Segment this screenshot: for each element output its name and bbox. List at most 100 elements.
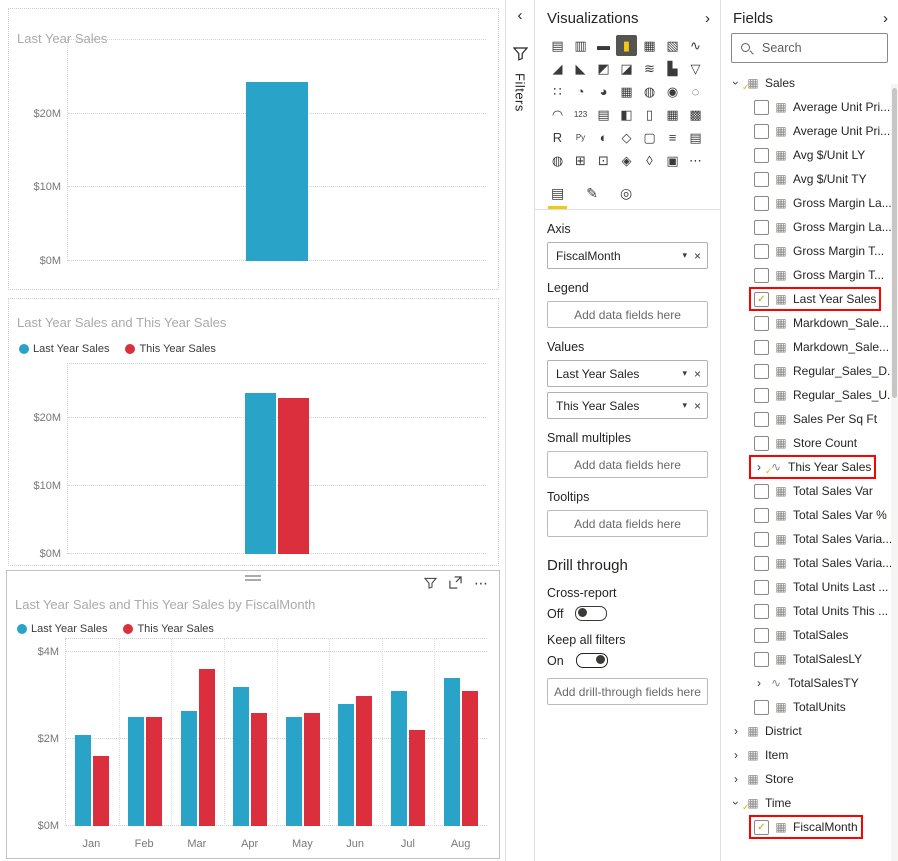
- bar-this-year-sales[interactable]: [278, 397, 309, 554]
- custom-visual-icon[interactable]: ▣: [666, 152, 679, 168]
- field-checkbox[interactable]: [754, 267, 769, 283]
- waterfall-chart-icon[interactable]: ▙: [667, 60, 678, 76]
- field-checkbox[interactable]: [754, 651, 769, 667]
- field-row-store-count[interactable]: ▦ Store Count: [721, 431, 898, 455]
- field-row-this-year-sales[interactable]: › ∿ ✓ This Year Sales: [721, 455, 898, 479]
- bar-last-year-sales[interactable]: [391, 691, 408, 826]
- area-chart-icon[interactable]: ◢: [552, 60, 563, 76]
- collapse-chevron-icon[interactable]: ›: [729, 81, 743, 85]
- field-row-average-unit-pri[interactable]: ▦ Average Unit Pri...: [721, 95, 898, 119]
- dropzone-legend[interactable]: Add data fields here: [547, 301, 708, 328]
- field-checkbox[interactable]: [754, 507, 769, 523]
- field-row-total-sales-varia[interactable]: ▦ Total Sales Varia...: [721, 551, 898, 575]
- remove-field-icon[interactable]: ×: [693, 248, 701, 263]
- field-checkbox[interactable]: [754, 195, 769, 211]
- drill-through-dropzone[interactable]: Add drill-through fields here: [547, 678, 708, 705]
- field-pill-this-year-sales[interactable]: This Year Sales ▾ ×: [547, 392, 708, 419]
- expand-chevron-icon[interactable]: ›: [757, 460, 761, 474]
- field-checkbox[interactable]: [754, 339, 769, 355]
- field-checkbox[interactable]: [754, 603, 769, 619]
- bar-last-year-sales[interactable]: [246, 82, 308, 261]
- field-row-markdown-sale[interactable]: ▦ Markdown_Sale...: [721, 335, 898, 359]
- keep-all-filters-toggle[interactable]: [575, 653, 608, 668]
- bar-this-year-sales[interactable]: [356, 695, 373, 826]
- slicer-icon[interactable]: ▯: [645, 106, 654, 122]
- focus-mode-icon[interactable]: [449, 576, 462, 589]
- field-checkbox[interactable]: [754, 699, 769, 715]
- field-row-total-units-this[interactable]: ▦ Total Units This ...: [721, 599, 898, 623]
- field-row-gross-margin-la[interactable]: ▦ Gross Margin La...: [721, 215, 898, 239]
- collapse-fields-pane-icon[interactable]: ›: [883, 10, 888, 27]
- legend-item-last-year-sales[interactable]: Last Year Sales: [17, 623, 107, 635]
- dropzone-tooltips[interactable]: Add data fields here: [547, 510, 708, 537]
- qa-visual-icon[interactable]: ▢: [643, 129, 656, 145]
- visual-ly-ty-sales-column-chart[interactable]: Last Year Sales and This Year Sales Last …: [8, 298, 499, 566]
- visual-drag-handle[interactable]: [245, 575, 261, 581]
- bar-last-year-sales[interactable]: [245, 393, 276, 554]
- filter-icon[interactable]: [424, 577, 437, 589]
- field-checkbox[interactable]: [754, 531, 769, 547]
- fields-scrollbar[interactable]: [891, 84, 898, 861]
- field-row-gross-margin-t[interactable]: ▦ Gross Margin T...: [721, 239, 898, 263]
- bar-last-year-sales[interactable]: [180, 710, 197, 826]
- paginated-report-icon[interactable]: ▤: [689, 129, 702, 145]
- field-row-total-sales-var[interactable]: ▦ Total Sales Var: [721, 479, 898, 503]
- field-checkbox[interactable]: [754, 123, 769, 139]
- clustered-bar-chart-icon[interactable]: ▬: [597, 38, 610, 53]
- dropdown-chevron-icon[interactable]: ▾: [682, 250, 687, 260]
- field-checkbox[interactable]: [754, 315, 769, 331]
- power-automate-icon[interactable]: ⊡: [598, 152, 609, 168]
- format-tab[interactable]: ✎: [586, 185, 598, 201]
- dropdown-chevron-icon[interactable]: ▾: [682, 400, 687, 410]
- table-row-item[interactable]: › ▦ Item: [721, 743, 898, 767]
- shape-map-icon[interactable]: ◌: [691, 84, 700, 99]
- more-options-icon[interactable]: ⋯: [474, 574, 489, 591]
- field-row-fiscalmonth[interactable]: ✓ ▦ FiscalMonth: [721, 815, 898, 839]
- power-apps-icon[interactable]: ⊞: [575, 152, 586, 168]
- bar-this-year-sales[interactable]: [461, 691, 478, 826]
- field-checkbox[interactable]: [754, 171, 769, 187]
- multi-row-card-icon[interactable]: ▤: [597, 106, 610, 122]
- visual-ly-ty-by-fiscalmonth-chart[interactable]: ⋯ Last Year Sales and This Year Sales by…: [6, 570, 500, 859]
- field-row-regular-sales-d[interactable]: ▦ Regular_Sales_D...: [721, 359, 898, 383]
- search-input[interactable]: [760, 40, 879, 56]
- bar-last-year-sales[interactable]: [285, 717, 302, 826]
- stacked-area-chart-icon[interactable]: ◣: [575, 60, 586, 76]
- smart-narrative-icon[interactable]: ≡: [668, 130, 677, 145]
- bar-this-year-sales[interactable]: [145, 717, 162, 826]
- bar-last-year-sales[interactable]: [233, 686, 250, 826]
- line-and-stacked-column-chart-icon[interactable]: ◩: [597, 60, 610, 76]
- bar-last-year-sales[interactable]: [75, 734, 92, 826]
- legend-item-last-year-sales[interactable]: Last Year Sales: [19, 343, 109, 355]
- field-checkbox[interactable]: [754, 411, 769, 427]
- analytics-tab[interactable]: ◎: [619, 185, 633, 201]
- field-checkbox[interactable]: [754, 219, 769, 235]
- bar-this-year-sales[interactable]: [409, 730, 426, 826]
- key-influencers-icon[interactable]: ◐: [599, 130, 608, 145]
- scatter-chart-icon[interactable]: ∷: [553, 83, 562, 99]
- field-row-total-units-last[interactable]: ▦ Total Units Last ...: [721, 575, 898, 599]
- visual-last-year-sales-column-chart[interactable]: Last Year Sales $0M $10M $20M: [8, 8, 499, 290]
- funnel-chart-icon[interactable]: ▽: [690, 60, 701, 76]
- line-and-clustered-column-chart-icon[interactable]: ◪: [620, 60, 633, 76]
- remove-field-icon[interactable]: ×: [693, 398, 701, 413]
- bar-this-year-sales[interactable]: [303, 712, 320, 826]
- field-checkbox[interactable]: [754, 243, 769, 259]
- collapse-visualizations-pane-icon[interactable]: ›: [705, 10, 710, 27]
- legend-item-this-year-sales[interactable]: This Year Sales: [123, 623, 214, 635]
- python-visual-icon[interactable]: Py: [575, 133, 586, 142]
- bar-last-year-sales[interactable]: [127, 717, 144, 826]
- field-row-gross-margin-t[interactable]: ▦ Gross Margin T...: [721, 263, 898, 287]
- azure-map-icon[interactable]: ◊: [646, 153, 653, 168]
- pie-chart-icon[interactable]: ◔: [576, 84, 585, 99]
- cross-report-toggle[interactable]: [575, 606, 608, 621]
- stacked-column-chart-icon[interactable]: ▥: [574, 37, 587, 53]
- field-row-sales-per-sq-ft[interactable]: ▦ Sales Per Sq Ft: [721, 407, 898, 431]
- collapse-chevron-icon[interactable]: ›: [729, 801, 743, 805]
- field-row-last-year-sales[interactable]: ✓ ▦ Last Year Sales: [721, 287, 898, 311]
- field-row-totalsalesly[interactable]: ▦ TotalSalesLY: [721, 647, 898, 671]
- field-row-markdown-sale[interactable]: ▦ Markdown_Sale...: [721, 311, 898, 335]
- metrics-icon[interactable]: ◈: [621, 152, 632, 168]
- filled-map-icon[interactable]: ◉: [666, 83, 679, 99]
- table-row-sales[interactable]: › ▦ ✓ Sales: [721, 71, 898, 95]
